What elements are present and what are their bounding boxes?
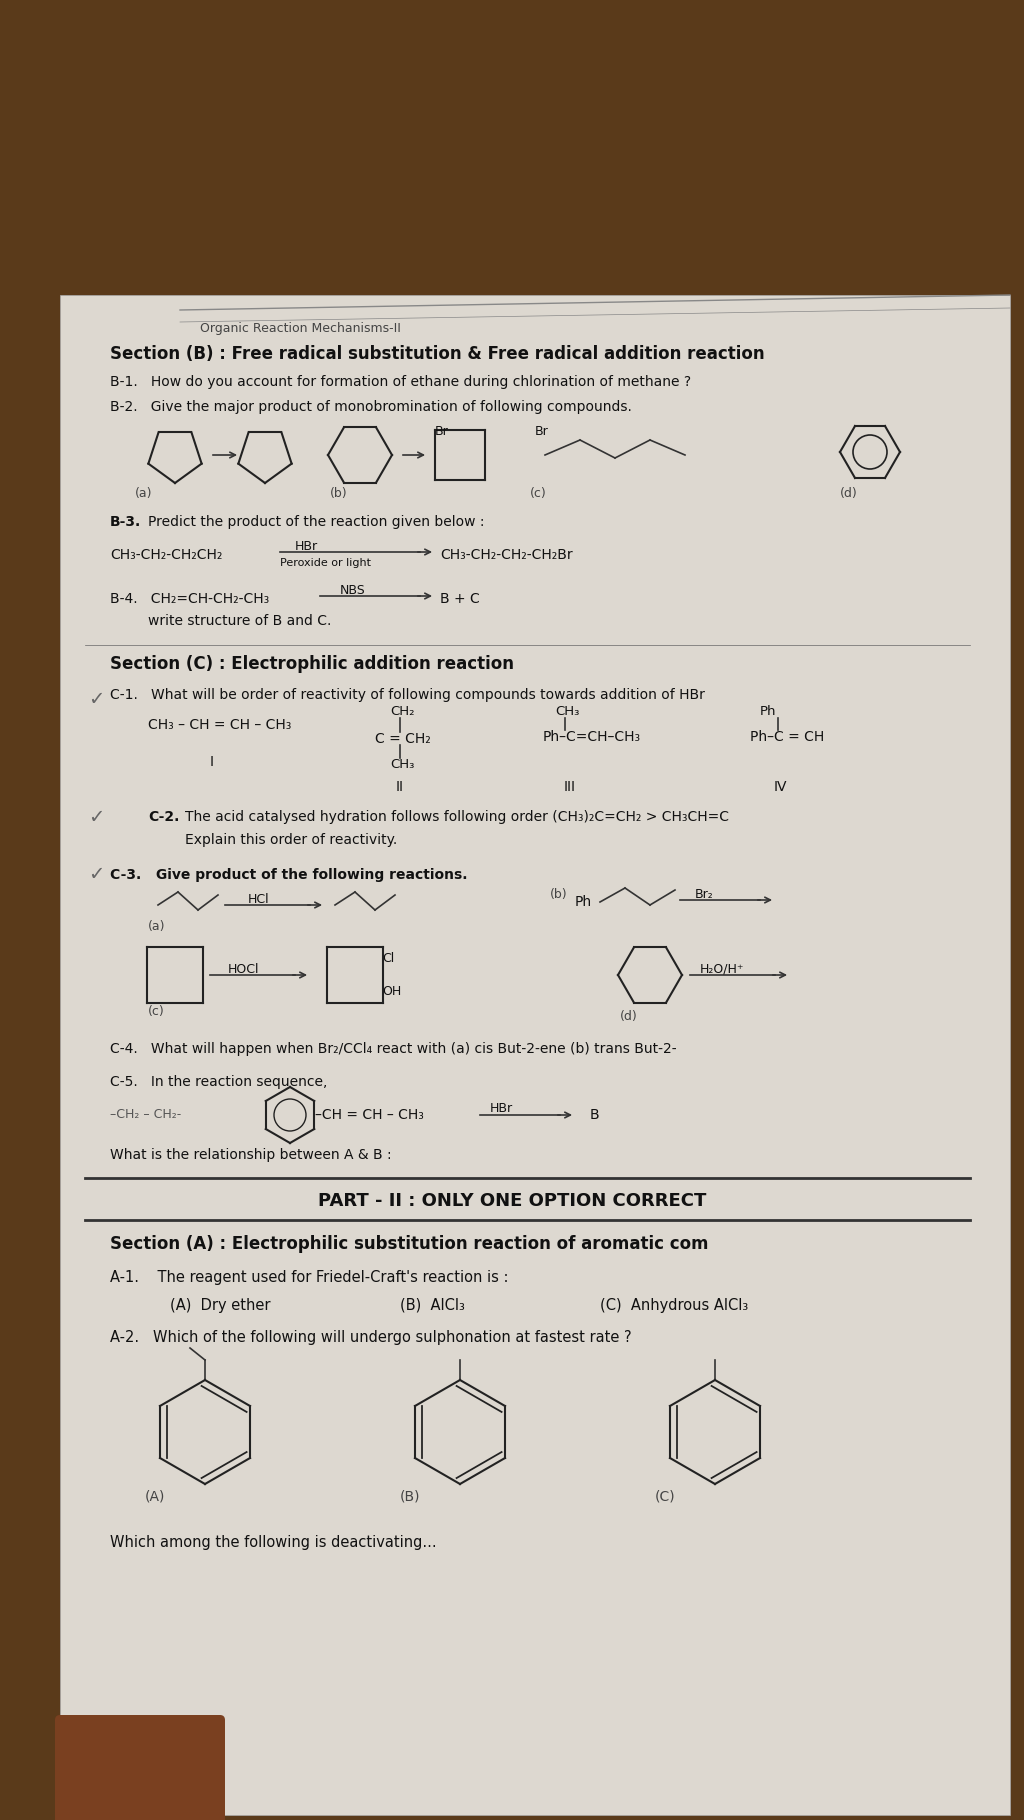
Text: Ph–C = CH: Ph–C = CH: [750, 730, 824, 744]
Text: CH₃: CH₃: [390, 757, 415, 772]
Text: Organic Reaction Mechanisms-II: Organic Reaction Mechanisms-II: [200, 322, 400, 335]
Text: A-1.    The reagent used for Friedel-Craft's reaction is :: A-1. The reagent used for Friedel-Craft'…: [110, 1270, 509, 1285]
Text: III: III: [564, 781, 575, 794]
Text: B + C: B + C: [440, 592, 480, 606]
Text: IV: IV: [773, 781, 786, 794]
Text: Explain this order of reactivity.: Explain this order of reactivity.: [185, 834, 397, 846]
Text: HBr: HBr: [490, 1101, 513, 1116]
Text: CH₃ – CH = CH – CH₃: CH₃ – CH = CH – CH₃: [148, 719, 292, 732]
Text: (b): (b): [330, 488, 347, 501]
Text: NBS: NBS: [340, 584, 366, 597]
Text: C-4.   What will happen when Br₂/CCl₄ react with (a) cis But-2-ene (b) trans But: C-4. What will happen when Br₂/CCl₄ reac…: [110, 1043, 677, 1056]
Text: C-2.: C-2.: [148, 810, 179, 824]
Text: Which among the following is deactivating...: Which among the following is deactivatin…: [110, 1534, 436, 1551]
Text: C-3.   Give product of the following reactions.: C-3. Give product of the following react…: [110, 868, 468, 883]
Text: A-2.   Which of the following will undergo sulphonation at fastest rate ?: A-2. Which of the following will undergo…: [110, 1330, 632, 1345]
Text: Ph: Ph: [575, 895, 592, 908]
Text: CH₃-CH₂-CH₂-CH₂Br: CH₃-CH₂-CH₂-CH₂Br: [440, 548, 572, 562]
Text: –CH = CH – CH₃: –CH = CH – CH₃: [315, 1108, 424, 1121]
Text: Peroxide or light: Peroxide or light: [280, 559, 371, 568]
Text: The acid catalysed hydration follows following order (CH₃)₂C=CH₂ > CH₃CH=C: The acid catalysed hydration follows fol…: [185, 810, 729, 824]
Text: (d): (d): [840, 488, 858, 501]
Text: (C)  Anhydrous AlCl₃: (C) Anhydrous AlCl₃: [600, 1298, 749, 1312]
Text: Ph–C=CH–CH₃: Ph–C=CH–CH₃: [543, 730, 641, 744]
Text: Section (C) : Electrophilic addition reaction: Section (C) : Electrophilic addition rea…: [110, 655, 514, 673]
Text: II: II: [396, 781, 404, 794]
Text: ✓: ✓: [88, 690, 104, 710]
FancyBboxPatch shape: [60, 295, 1010, 1815]
Text: Cl: Cl: [382, 952, 394, 965]
Text: (b): (b): [550, 888, 567, 901]
Text: Ph: Ph: [760, 704, 776, 719]
Text: Section (A) : Electrophilic substitution reaction of aromatic com: Section (A) : Electrophilic substitution…: [110, 1236, 709, 1252]
Text: Br: Br: [535, 426, 549, 439]
Text: –CH₂ – CH₂-: –CH₂ – CH₂-: [110, 1108, 181, 1121]
Text: (c): (c): [148, 1005, 165, 1017]
Text: (C): (C): [655, 1491, 676, 1503]
Text: (B)  AlCl₃: (B) AlCl₃: [400, 1298, 465, 1312]
Text: (B): (B): [400, 1491, 421, 1503]
FancyBboxPatch shape: [55, 1714, 225, 1820]
Text: Br₂: Br₂: [695, 888, 714, 901]
Text: H₂O/H⁺: H₂O/H⁺: [700, 963, 744, 976]
Text: B: B: [590, 1108, 600, 1121]
Text: B-1.   How do you account for formation of ethane during chlorination of methane: B-1. How do you account for formation of…: [110, 375, 691, 389]
Text: CH₃: CH₃: [555, 704, 580, 719]
Text: B-3.: B-3.: [110, 515, 141, 530]
Text: HBr: HBr: [295, 541, 318, 553]
Text: ✓: ✓: [88, 808, 104, 826]
Text: HOCl: HOCl: [228, 963, 259, 976]
Text: HCl: HCl: [248, 894, 269, 906]
Text: PART - II : ONLY ONE OPTION CORRECT: PART - II : ONLY ONE OPTION CORRECT: [317, 1192, 707, 1210]
Text: C-5.   In the reaction sequence,: C-5. In the reaction sequence,: [110, 1076, 328, 1088]
Text: Br: Br: [435, 426, 449, 439]
Text: (d): (d): [620, 1010, 638, 1023]
Text: B-2.   Give the major product of monobromination of following compounds.: B-2. Give the major product of monobromi…: [110, 400, 632, 413]
Text: ✓: ✓: [88, 864, 104, 885]
Text: (A)  Dry ether: (A) Dry ether: [170, 1298, 270, 1312]
Text: I: I: [210, 755, 214, 770]
Text: (a): (a): [148, 919, 166, 934]
Text: What is the relationship between A & B :: What is the relationship between A & B :: [110, 1148, 391, 1161]
Text: C-1.   What will be order of reactivity of following compounds towards addition : C-1. What will be order of reactivity of…: [110, 688, 705, 703]
Text: C = CH₂: C = CH₂: [375, 732, 431, 746]
Text: write structure of B and C.: write structure of B and C.: [148, 613, 332, 628]
Text: B-4.   CH₂=CH-CH₂-CH₃: B-4. CH₂=CH-CH₂-CH₃: [110, 592, 269, 606]
Text: OH: OH: [382, 985, 401, 997]
Text: CH₃-CH₂-CH₂CH₂: CH₃-CH₂-CH₂CH₂: [110, 548, 222, 562]
Text: (a): (a): [135, 488, 153, 501]
Text: Section (B) : Free radical substitution & Free radical addition reaction: Section (B) : Free radical substitution …: [110, 346, 765, 362]
Text: Predict the product of the reaction given below :: Predict the product of the reaction give…: [148, 515, 484, 530]
Text: (A): (A): [145, 1491, 165, 1503]
Text: CH₂: CH₂: [390, 704, 415, 719]
Text: (c): (c): [530, 488, 547, 501]
